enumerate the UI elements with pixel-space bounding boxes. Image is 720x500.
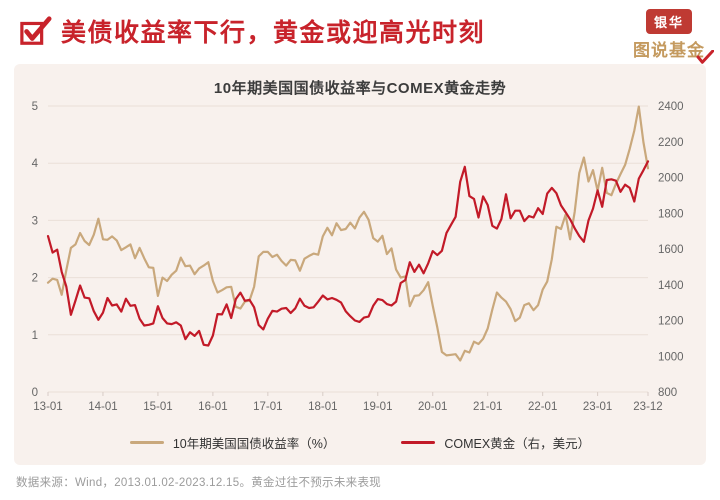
left-axis-tick-label: 3 [32,215,38,227]
x-axis-tick-label: 16-01 [198,401,227,413]
right-axis-tick-label: 2400 [658,101,684,113]
left-axis-tick-label: 0 [32,387,38,399]
gold-legend-label: COMEX黄金（右，美元） [444,437,591,451]
header: 美债收益率下行，黄金或迎高光时刻 [20,15,485,47]
x-axis-tick-label: 22-01 [528,401,557,413]
left-axis-tick-label: 4 [32,158,39,170]
brand-subtitle: 图说基金 [632,36,714,64]
right-axis-tick-label: 2200 [658,137,684,149]
left-axis-tick-label: 5 [32,101,38,113]
x-axis-tick-label: 23-12 [633,401,662,413]
data-source-note: 数据来源：Wind，2013.01.02-2023.12.15。黄金过往不预示未… [16,477,382,489]
checked-checkbox-icon [20,16,52,45]
legend-item-yield: 10年期美国国债收益率（%） [129,433,336,452]
legend-item-gold: COMEX黄金（右，美元） [401,433,590,452]
x-axis-tick-label: 20-01 [418,401,447,413]
x-axis-tick-label: 13-01 [33,401,62,413]
left-axis-tick-label: 1 [32,330,38,342]
right-axis-tick-label: 1000 [658,351,684,363]
brand-badge: 银华 [645,9,692,34]
brand-checkmark-icon [696,50,714,64]
x-axis-tick-label: 23-01 [583,401,612,413]
x-axis-tick-label: 17-01 [253,401,282,413]
x-axis-tick-label: 15-01 [143,401,172,413]
yield-legend-label: 10年期美国国债收益率（%） [172,437,336,451]
right-axis-tick-label: 800 [658,387,677,399]
x-axis-tick-label: 21-01 [473,401,502,413]
left-axis-tick-label: 2 [32,273,38,285]
right-axis-tick-label: 1600 [658,244,684,256]
right-axis-tick-label: 1400 [658,280,684,292]
x-axis-tick-label: 19-01 [363,401,392,413]
brand-subtitle-text: 图说基金 [633,41,705,60]
brand-logo: 银华 图说基金 [632,9,714,64]
page-title: 美债收益率下行，黄金或迎高光时刻 [61,18,486,47]
right-axis-tick-label: 1800 [658,208,684,220]
gold-legend-swatch [401,441,436,444]
chart-title: 10年期美国国债收益率与COMEX黄金走势 [213,80,507,97]
right-axis-tick-label: 1200 [658,316,684,328]
x-axis-tick-label: 14-01 [88,401,117,413]
gold-line-series [46,160,650,347]
chart-legend: 10年期美国国债收益率（%） COMEX黄金（右，美元） [14,433,706,452]
yield-legend-swatch [129,441,164,444]
chart-canvas: 0 1 2 3 4 5 800 1000 1200 1400 1600 1800 2000 2200 240… [32,101,684,413]
right-axis-tick-label: 2000 [658,173,684,185]
x-axis-tick-label: 18-01 [308,401,337,413]
chart-card: 0 1 2 3 4 5 800 1000 1200 1400 1600 1800 2000 2200 240… [14,64,706,465]
yield-line-series [46,105,650,362]
